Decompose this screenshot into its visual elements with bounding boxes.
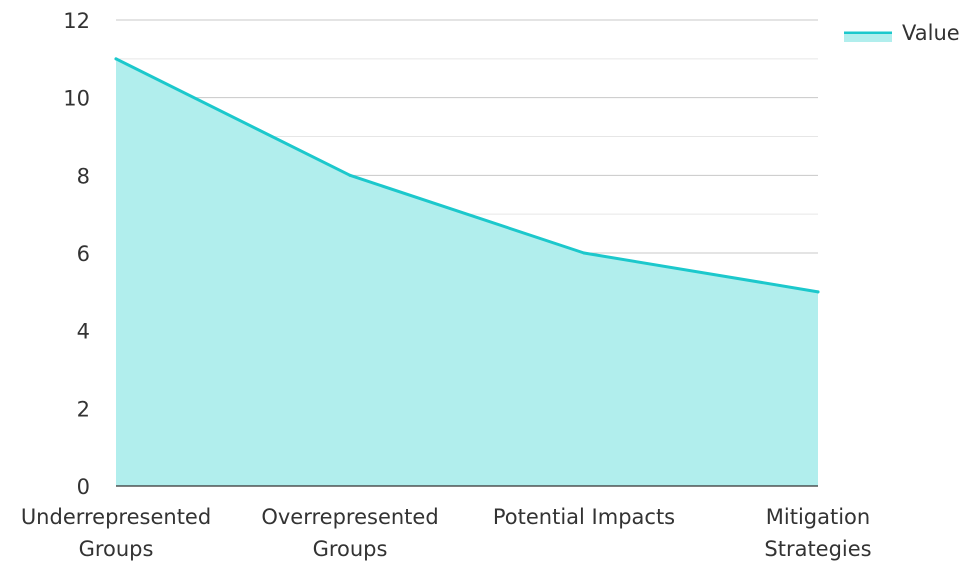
x-tick-label-line: Groups: [313, 537, 388, 561]
y-tick-label: 8: [77, 164, 90, 188]
y-tick-label: 2: [77, 397, 90, 421]
y-tick-label: 0: [77, 475, 90, 499]
x-tick-label-line: Strategies: [764, 537, 871, 561]
data-point: [816, 290, 820, 294]
x-tick-label: Underrepresented Groups: [21, 505, 211, 561]
x-tick-label: Overrepresented Groups: [261, 505, 438, 561]
area-layer: [114, 57, 820, 486]
x-tick-label-line: Underrepresented: [21, 505, 211, 529]
y-tick-label: 6: [77, 242, 90, 266]
data-point: [348, 173, 352, 177]
x-tick-label-line: Mitigation: [766, 505, 870, 529]
x-tick-label-line: Overrepresented: [261, 505, 438, 529]
data-point: [582, 251, 586, 255]
x-tick-label-line: Potential Impacts: [493, 505, 675, 529]
y-tick-label: 12: [63, 9, 90, 33]
legend-swatch-fill: [844, 34, 892, 42]
data-point: [114, 57, 118, 61]
x-tick-label: Mitigation Strategies: [764, 505, 871, 561]
y-tick-label: 10: [63, 87, 90, 111]
x-tick-label-line: Groups: [79, 537, 154, 561]
area-fill: [116, 58, 818, 486]
legend[interactable]: Value: [844, 21, 960, 45]
y-tick-label: 4: [77, 320, 90, 344]
legend-label: Value: [902, 21, 960, 45]
series-line-value: [114, 57, 820, 294]
x-tick-label: Potential Impacts: [493, 505, 675, 529]
